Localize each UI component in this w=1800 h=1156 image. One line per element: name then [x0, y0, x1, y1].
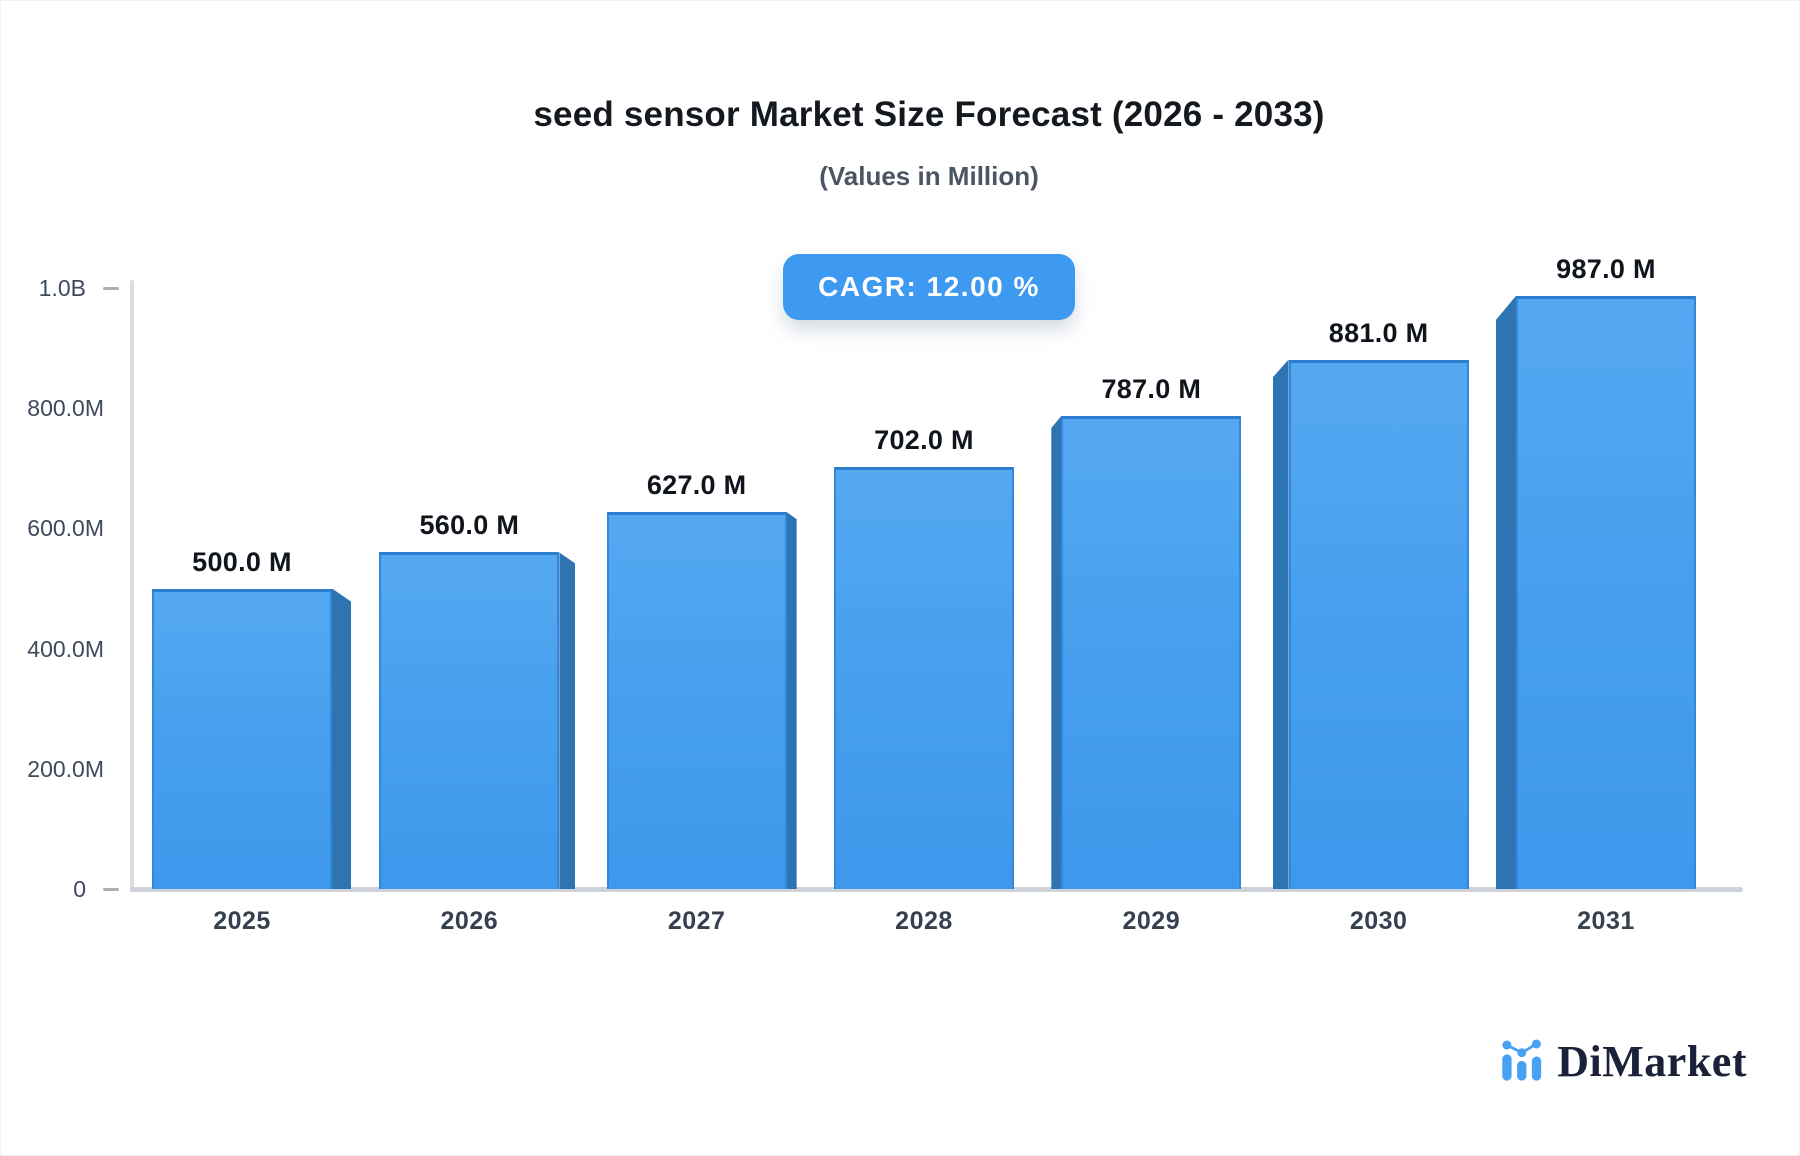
bar-side-panel — [559, 552, 576, 889]
x-axis-label: 2028 — [895, 907, 953, 935]
bar-value-label: 702.0 M — [874, 425, 974, 456]
dimarket-logo-icon — [1502, 1038, 1542, 1081]
plot-area: 1.0B 800.0M 600.0M 400.0M 200.0M 0 500.0 M 2025… — [27, 254, 1743, 935]
y-axis-tick-label: 800.0M — [27, 395, 104, 422]
chart-title: seed sensor Market Size Forecast (2026 -… — [533, 95, 1325, 134]
bar-value-label: 987.0 M — [1556, 253, 1656, 284]
y-axis-tick-mark — [103, 286, 119, 290]
x-axis-label: 2026 — [440, 907, 499, 935]
bar-value-label: 627.0 M — [646, 470, 747, 501]
x-axis-label: 2031 — [1577, 907, 1635, 935]
bar-2029 — [1061, 416, 1242, 889]
bar-2027 — [606, 512, 787, 889]
bar-value-label: 787.0 M — [1101, 374, 1202, 404]
y-axis-tick-label: 0 — [73, 876, 86, 902]
bar-2025 — [152, 588, 332, 889]
bar-value-label: 881.0 M — [1328, 317, 1429, 348]
bar-side-panel — [786, 512, 797, 889]
x-axis-line — [130, 887, 1743, 892]
brand-watermark: DiMarket — [1500, 1036, 1747, 1087]
bar-side-panel — [1051, 416, 1062, 889]
y-axis-tick-label: 200.0M — [27, 755, 104, 782]
y-axis-tick-mark — [103, 887, 119, 891]
bar-side-panel — [332, 588, 351, 889]
y-axis-tick-label: 600.0M — [27, 515, 104, 542]
bar-value-label: 560.0 M — [419, 510, 520, 541]
y-axis-tick-label: 400.0M — [27, 635, 104, 662]
bar-value-label: 500.0 M — [192, 546, 292, 577]
bar-2028 — [833, 467, 1014, 889]
y-axis-line — [130, 280, 134, 892]
y-axis-tick-label: 1.0B — [38, 275, 86, 301]
bar-2030 — [1288, 359, 1469, 889]
x-axis-label: 2025 — [213, 907, 271, 935]
cagr-badge-container: CAGR: 12.00 % — [134, 254, 1724, 320]
x-axis-label: 2030 — [1349, 907, 1408, 935]
bar-side-panel — [1495, 295, 1516, 889]
bar-2026 — [379, 552, 560, 889]
brand-name: DiMarket — [1557, 1037, 1747, 1086]
chart-subtitle: (Values in Million) — [819, 161, 1039, 191]
cagr-badge: CAGR: 12.00 % — [783, 254, 1075, 320]
bar-2031 — [1515, 295, 1696, 889]
x-axis-label: 2027 — [667, 907, 726, 935]
x-axis-label: 2029 — [1122, 907, 1181, 935]
bar-side-panel — [1272, 359, 1289, 889]
